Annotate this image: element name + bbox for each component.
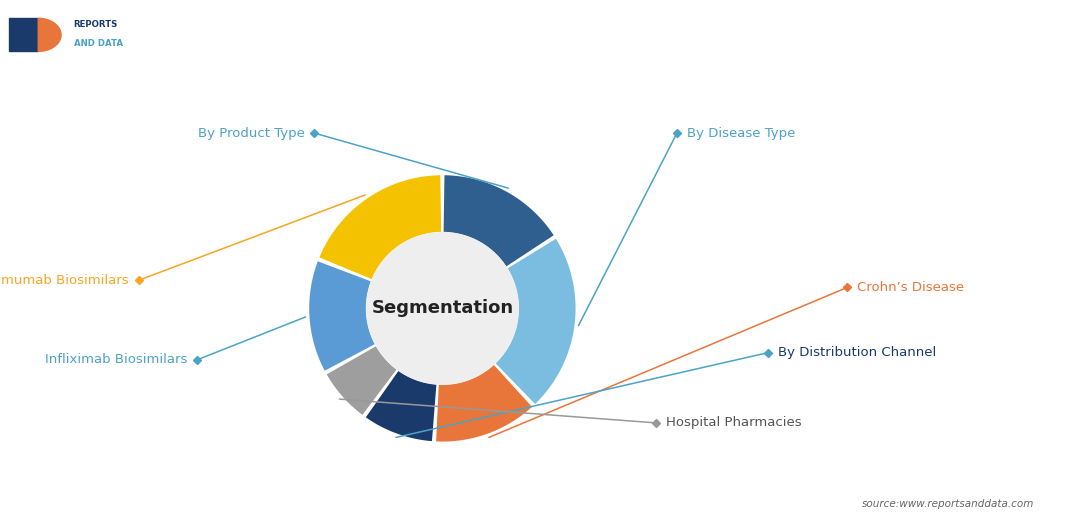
Text: REPORTS: REPORTS bbox=[74, 20, 118, 29]
Text: AND DATA: AND DATA bbox=[74, 39, 123, 48]
Text: By Distribution Channel: By Distribution Channel bbox=[777, 346, 936, 359]
Circle shape bbox=[367, 233, 518, 384]
Text: Infliximab Biosimilars: Infliximab Biosimilars bbox=[45, 353, 188, 366]
Text: Global Adalimumab, Infliximab and Etanercept Biosimilars Market: Product type Dy: Global Adalimumab, Infliximab and Etaner… bbox=[161, 27, 1022, 42]
Text: Hospital Pharmacies: Hospital Pharmacies bbox=[665, 417, 802, 429]
Polygon shape bbox=[366, 371, 436, 441]
Polygon shape bbox=[496, 239, 576, 404]
Polygon shape bbox=[38, 18, 61, 51]
Text: Segmentation: Segmentation bbox=[371, 299, 514, 317]
Text: By Disease Type: By Disease Type bbox=[687, 127, 795, 139]
Polygon shape bbox=[320, 175, 441, 279]
Text: source:www.reportsanddata.com: source:www.reportsanddata.com bbox=[861, 499, 1034, 510]
Text: Crohn’s Disease: Crohn’s Disease bbox=[857, 281, 965, 294]
Polygon shape bbox=[436, 365, 532, 441]
Text: By Product Type: By Product Type bbox=[197, 127, 305, 139]
Text: Adalimumab Biosimilars: Adalimumab Biosimilars bbox=[0, 274, 129, 287]
Polygon shape bbox=[326, 346, 397, 415]
Polygon shape bbox=[309, 261, 375, 371]
Polygon shape bbox=[443, 175, 553, 266]
Bar bbox=[9, 18, 38, 51]
